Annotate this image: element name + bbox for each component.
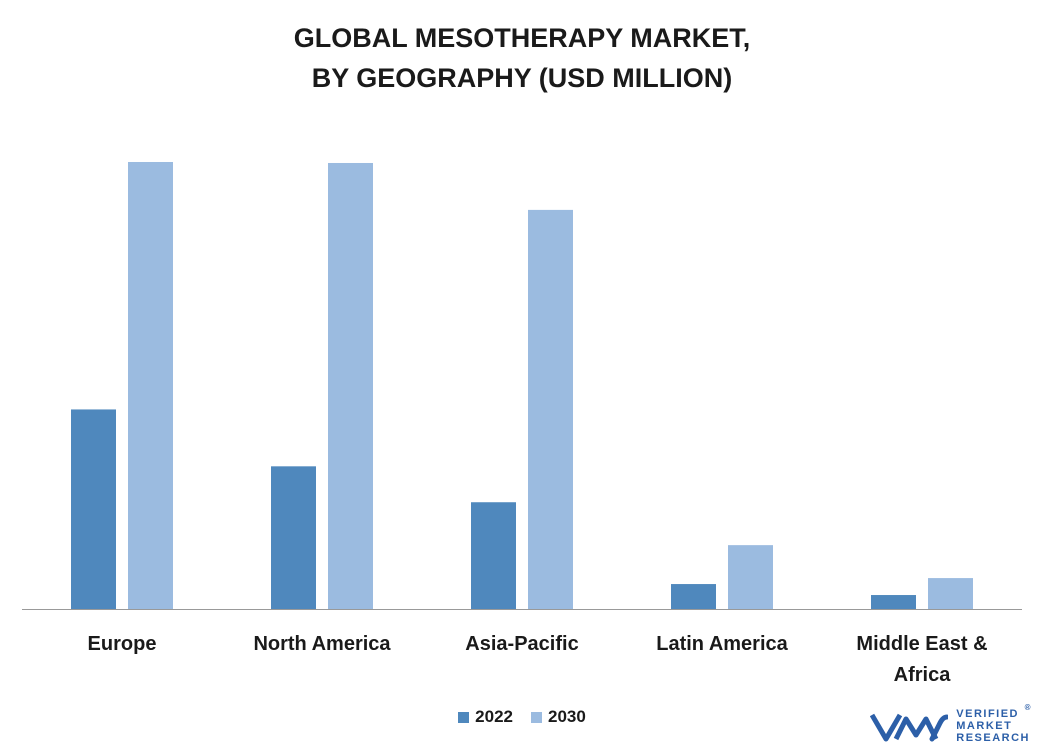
bar-europe-2030 <box>128 161 173 610</box>
registered-mark: ® <box>1024 703 1032 712</box>
vmr-logo-mark-icon <box>870 713 949 742</box>
bar-chart: Europe North America Asia-Pacific Latin Ame… <box>22 161 1022 686</box>
x-tick-label-line: Middle East & <box>856 633 987 655</box>
x-tick-label-latin-america: Latin America <box>656 633 788 655</box>
chart-title-line-1: GLOBAL MESOTHERAPY MARKET, <box>293 23 751 53</box>
bar-north-america-2030 <box>328 162 373 609</box>
bar-europe-2022 <box>71 409 116 609</box>
legend: 2022 2030 <box>0 707 1044 727</box>
legend-label-2030: 2030 <box>548 707 586 726</box>
bar-latin-america-2030 <box>728 545 773 609</box>
bar-asia-pacific-2030 <box>528 209 573 609</box>
logo-line-2: MARKET <box>956 720 1013 732</box>
x-tick-label-middle-east-africa: Middle East & Africa <box>856 633 987 686</box>
vmr-logo: VERIFIED MARKET RESEARCH ® <box>870 703 1030 744</box>
legend-swatch-2022 <box>458 711 470 723</box>
x-tick-label-asia-pacific: Asia-Pacific <box>465 633 578 655</box>
bar-north-america-2022 <box>271 466 316 609</box>
legend-item-2022: 2022 <box>458 707 513 727</box>
bar-middle-east-africa-2030 <box>928 578 973 609</box>
x-tick-label-line: Asia-Pacific <box>465 633 578 655</box>
x-tick-label-europe: Europe <box>88 633 157 655</box>
legend-label-2022: 2022 <box>475 707 513 726</box>
chart-title: GLOBAL MESOTHERAPY MARKET, BY GEOGRAPHY … <box>0 18 1044 98</box>
legend-swatch-2030 <box>531 711 542 723</box>
bar-latin-america-2022 <box>671 584 716 609</box>
bar-middle-east-africa-2022 <box>871 595 916 609</box>
x-tick-label-north-america: North America <box>253 633 391 655</box>
vmr-logo-text: VERIFIED MARKET RESEARCH ® <box>956 703 1030 744</box>
x-tick-label-line: Latin America <box>656 633 788 655</box>
x-tick-label-line: Europe <box>88 633 157 655</box>
bar-asia-pacific-2022 <box>471 502 516 609</box>
x-tick-label-line: North America <box>253 633 391 655</box>
x-tick-label-line: Africa <box>894 664 952 686</box>
legend-item-2030: 2030 <box>531 707 586 727</box>
logo-line-1: VERIFIED <box>956 708 1019 720</box>
logo-line-3: RESEARCH <box>956 732 1030 744</box>
chart-title-line-2: BY GEOGRAPHY (USD MILLION) <box>311 63 733 93</box>
